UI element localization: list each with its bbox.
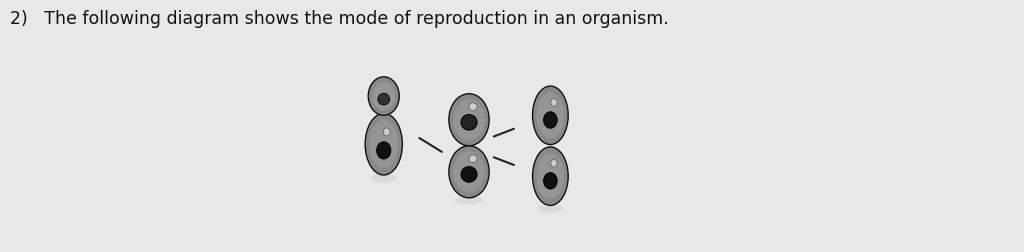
Ellipse shape bbox=[372, 82, 395, 111]
Ellipse shape bbox=[371, 173, 396, 183]
Ellipse shape bbox=[544, 112, 557, 128]
Ellipse shape bbox=[383, 128, 390, 136]
Ellipse shape bbox=[551, 99, 557, 106]
Ellipse shape bbox=[377, 142, 391, 159]
Ellipse shape bbox=[469, 155, 477, 163]
Text: 2)   The following diagram shows the mode of reproduction in an organism.: 2) The following diagram shows the mode … bbox=[10, 10, 669, 28]
Ellipse shape bbox=[449, 146, 489, 198]
Ellipse shape bbox=[366, 113, 402, 175]
Ellipse shape bbox=[537, 153, 564, 199]
Ellipse shape bbox=[532, 147, 568, 205]
Ellipse shape bbox=[454, 99, 484, 140]
Ellipse shape bbox=[370, 120, 398, 168]
Ellipse shape bbox=[538, 204, 563, 213]
Ellipse shape bbox=[455, 197, 483, 204]
Ellipse shape bbox=[449, 94, 489, 146]
Ellipse shape bbox=[461, 167, 477, 182]
Ellipse shape bbox=[544, 173, 557, 189]
Ellipse shape bbox=[469, 103, 477, 111]
Ellipse shape bbox=[369, 77, 399, 115]
Ellipse shape bbox=[454, 151, 484, 192]
Ellipse shape bbox=[461, 114, 477, 130]
Ellipse shape bbox=[537, 92, 564, 138]
Ellipse shape bbox=[378, 93, 390, 105]
Ellipse shape bbox=[532, 86, 568, 145]
Ellipse shape bbox=[551, 160, 557, 167]
